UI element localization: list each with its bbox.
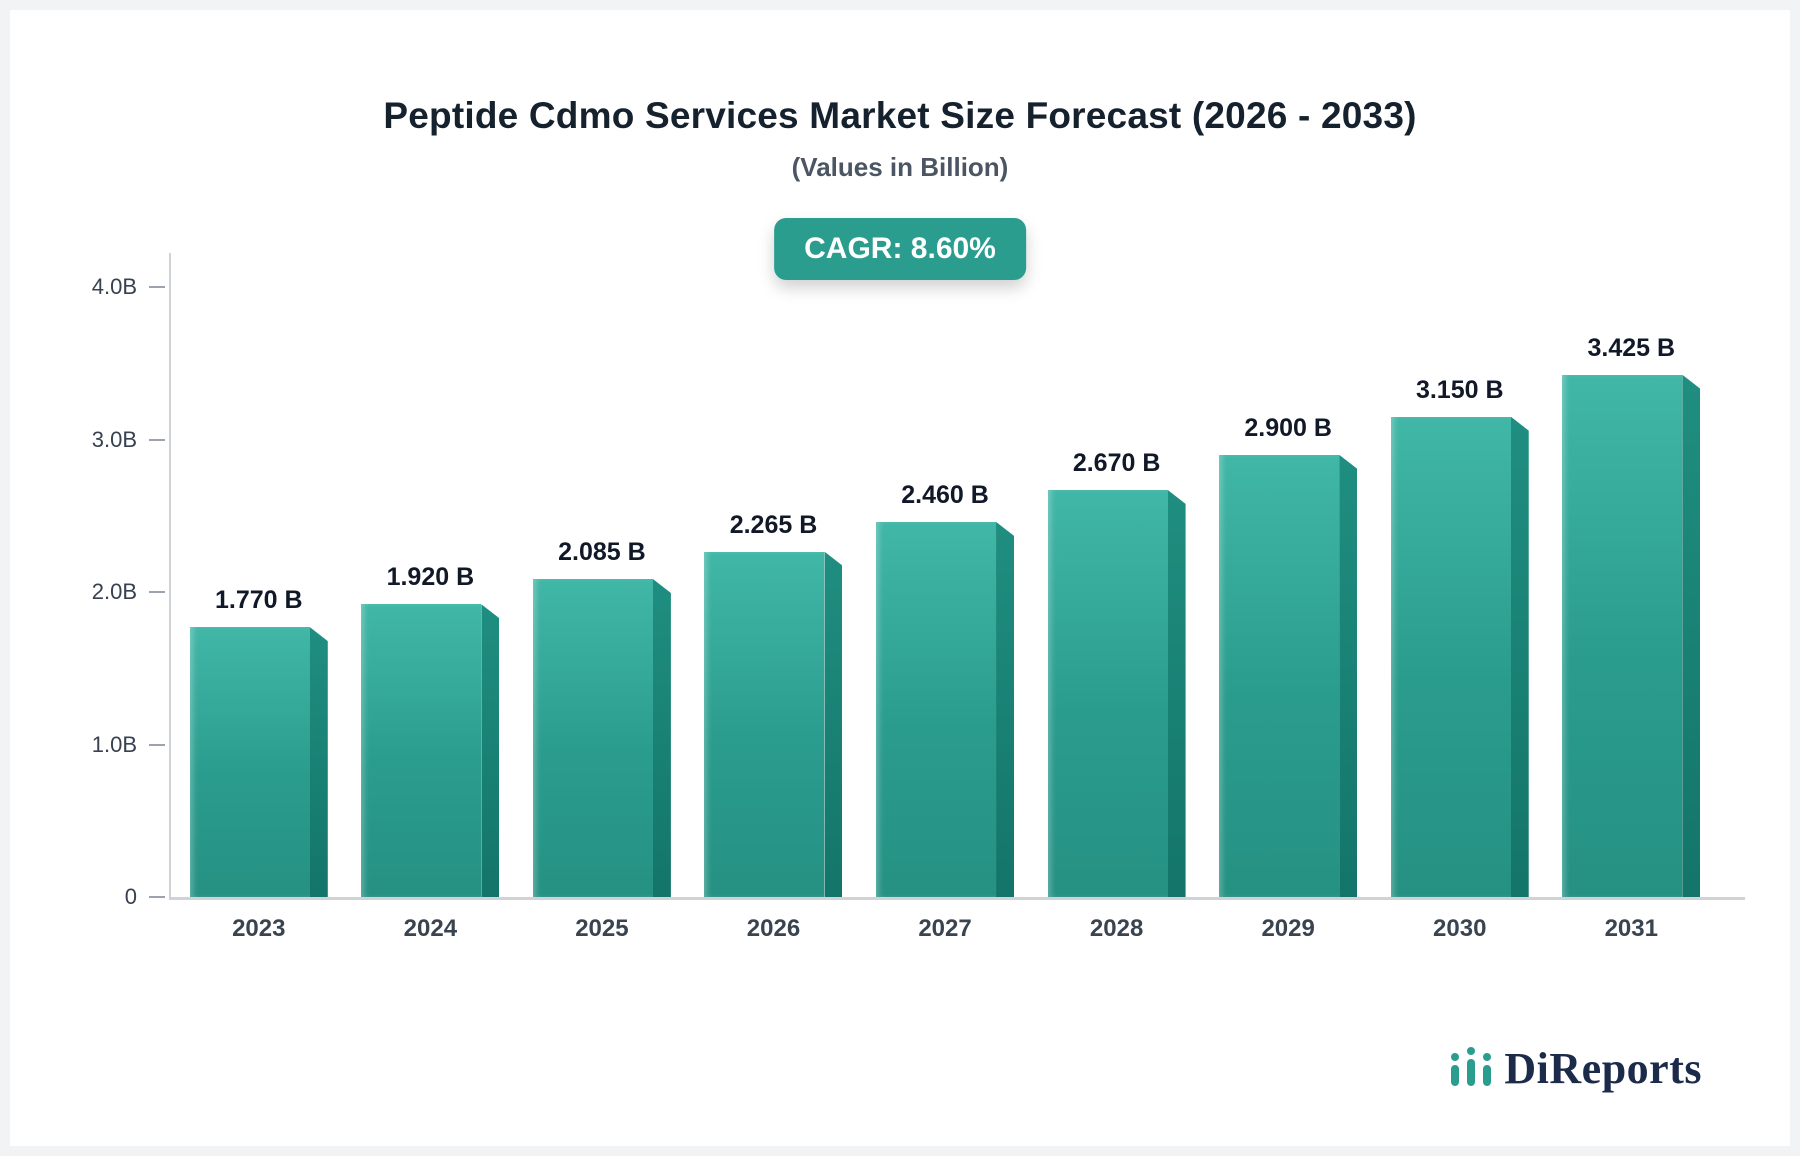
bar — [189, 627, 328, 897]
bar — [532, 579, 671, 897]
bar-face — [1562, 374, 1683, 897]
bar-value-label: 1.920 B — [386, 563, 475, 592]
bar-side — [1510, 416, 1529, 897]
bar-group: 2.670 B 2028 — [1031, 287, 1203, 942]
bar-group: 2.900 B 2029 — [1202, 287, 1374, 942]
x-axis-label: 2025 — [575, 915, 629, 942]
bar-side — [1339, 454, 1358, 897]
bar-chart: 4.0B 3.0B 2.0B 1.0B 0 1.770 B 2023 1.920 B 2024… — [55, 245, 1745, 942]
bar-group: 2.265 B 2026 — [688, 287, 860, 942]
bar-side — [1167, 489, 1186, 897]
y-tick: 2.0B — [77, 579, 165, 605]
bar-face — [189, 627, 310, 897]
bar-face — [1047, 489, 1168, 897]
bar — [361, 604, 500, 897]
bar-side — [824, 551, 843, 897]
bar-chart-icon — [1448, 1043, 1494, 1094]
bar-side — [1682, 374, 1701, 897]
bar-value-label: 2.900 B — [1244, 413, 1332, 442]
bar — [1390, 416, 1529, 897]
bar-group: 1.920 B 2024 — [345, 287, 517, 942]
bar-side — [309, 627, 328, 897]
cagr-badge: CAGR: 8.60% — [774, 218, 1026, 280]
bar-face — [361, 604, 482, 897]
y-tick-mark — [149, 591, 165, 593]
bar-value-label: 2.670 B — [1072, 448, 1161, 477]
bar-value-label: 2.085 B — [558, 538, 646, 567]
y-tick-label: 1.0B — [91, 731, 137, 757]
y-tick-mark — [149, 286, 165, 288]
bars: 1.770 B 2023 1.920 B 2024 2.085 B 2025 2.265 B… — [173, 287, 1718, 942]
bar-group: 3.150 B 2030 — [1374, 287, 1546, 942]
y-tick: 4.0B — [77, 274, 165, 300]
bar-face — [532, 579, 653, 897]
x-axis-label: 2030 — [1433, 915, 1487, 942]
bar-side — [652, 579, 671, 897]
bar — [1047, 489, 1186, 897]
bar — [1219, 454, 1358, 897]
bar-value-label: 3.150 B — [1415, 375, 1504, 404]
x-axis-label: 2029 — [1261, 915, 1315, 942]
x-axis-label: 2028 — [1089, 915, 1144, 942]
brand-logo-text: DiReports — [1504, 1044, 1702, 1093]
x-axis-label: 2026 — [746, 915, 801, 942]
bar — [704, 551, 843, 897]
bar-face — [1219, 454, 1340, 897]
y-tick-label: 4.0B — [91, 274, 137, 299]
x-axis-label: 2023 — [232, 915, 286, 942]
y-tick: 3.0B — [77, 427, 165, 453]
bar — [876, 521, 1015, 897]
y-tick-mark — [149, 896, 165, 898]
x-axis-label: 2024 — [403, 915, 458, 942]
y-tick-label: 2.0B — [91, 579, 137, 604]
bar — [1562, 374, 1701, 897]
bar-value-label: 3.425 B — [1587, 333, 1676, 362]
bar-value-label: 1.770 B — [215, 586, 303, 615]
y-tick-mark — [149, 438, 165, 441]
chart-subtitle: (Values in Billion) — [791, 152, 1009, 182]
x-axis-label: 2027 — [918, 915, 972, 942]
bar-group: 1.770 B 2023 — [173, 287, 345, 942]
bar-face — [876, 521, 997, 897]
bar-side — [996, 521, 1015, 897]
y-tick: 0 — [77, 884, 165, 910]
x-axis-label: 2031 — [1604, 915, 1658, 942]
bar-face — [704, 551, 825, 897]
y-tick-label: 3.0B — [91, 426, 137, 452]
bar-face — [1390, 416, 1511, 897]
y-tick-label: 0 — [124, 884, 137, 909]
brand-logo: DiReports — [1448, 1043, 1702, 1094]
bar-side — [481, 604, 500, 897]
bar-group: 2.085 B 2025 — [516, 287, 688, 942]
y-axis: 4.0B 3.0B 2.0B 1.0B 0 — [55, 274, 165, 909]
chart-title: Peptide Cdmo Services Market Size Foreca… — [383, 95, 1417, 136]
bar-value-label: 2.265 B — [729, 510, 818, 539]
bar-value-label: 2.460 B — [901, 480, 989, 509]
x-axis-line — [169, 897, 1745, 900]
y-axis-line — [169, 253, 171, 900]
y-tick: 1.0B — [77, 732, 165, 758]
bar-group: 3.425 B 2031 — [1546, 287, 1718, 942]
y-tick-mark — [149, 743, 165, 746]
bar-group: 2.460 B 2027 — [859, 287, 1031, 942]
